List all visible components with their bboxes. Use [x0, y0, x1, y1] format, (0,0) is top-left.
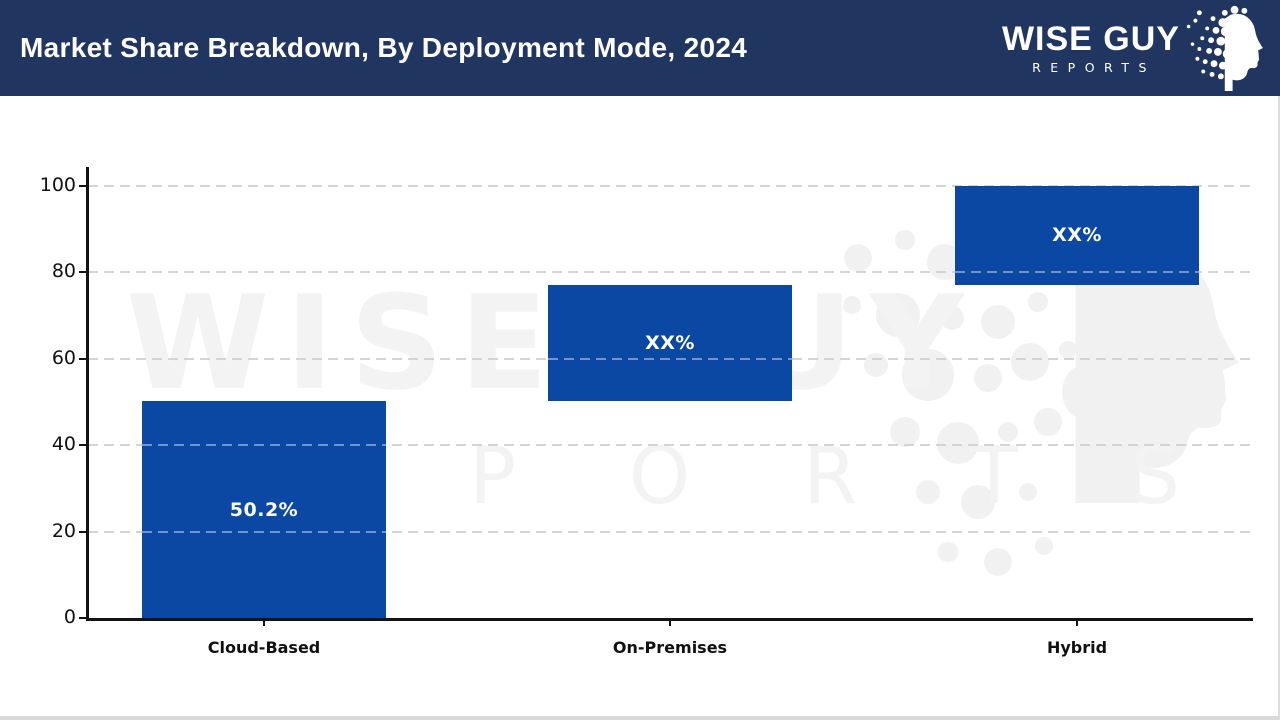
logo-subtitle-text: REPORTS	[1032, 59, 1156, 75]
y-tick-label-20: 20	[51, 519, 76, 542]
gridline-over-bar	[548, 357, 792, 360]
y-tick-60	[79, 357, 86, 360]
x-axis-line	[86, 618, 1253, 621]
gridline-20	[88, 530, 1253, 533]
right-border	[1278, 96, 1280, 720]
y-tick-20	[79, 530, 86, 533]
gridline-over-bar	[142, 530, 386, 533]
gridline-over-bar	[955, 271, 1199, 274]
header-bar: Market Share Breakdown, By Deployment Mo…	[0, 0, 1280, 96]
bar-value-label: XX%	[645, 332, 695, 355]
gridline-40	[88, 444, 1253, 447]
x-tick-on-premises	[669, 620, 671, 626]
y-tick-40	[79, 444, 86, 447]
y-tick-0	[79, 617, 86, 619]
y-tick-100	[79, 185, 86, 187]
y-tick-label-40: 40	[51, 433, 76, 456]
bar-hybrid: XX%	[955, 186, 1199, 285]
y-tick-label-0: 0	[63, 606, 76, 628]
page-title: Market Share Breakdown, By Deployment Mo…	[20, 32, 748, 63]
y-tick-label-100: 100	[39, 174, 76, 196]
y-axis-line	[86, 167, 89, 621]
x-tick-label-cloud-based: Cloud-Based	[207, 638, 321, 657]
bar-on-premises: XX%	[548, 284, 792, 402]
x-tick-label-hybrid: Hybrid	[1046, 638, 1108, 657]
y-tick-label-60: 60	[51, 346, 76, 369]
y-tick-80	[79, 271, 86, 274]
gridline-80	[88, 271, 1253, 274]
gridline-100	[88, 185, 1253, 187]
gridline-over-bar	[142, 444, 386, 447]
logo-wordmark: WISE GUY REPORTS	[1002, 22, 1180, 75]
bottom-border	[0, 716, 1280, 720]
watermark-line1: WISE GUY	[126, 267, 980, 419]
bar-value-label: XX%	[1052, 224, 1102, 247]
x-tick-label-on-premises: On-Premises	[612, 638, 728, 657]
bar-cloud-based: 50.2%	[142, 401, 386, 618]
x-tick-cloud-based	[263, 620, 265, 626]
x-tick-hybrid	[1076, 620, 1078, 626]
logo-name-text: WISE GUY	[1001, 19, 1180, 58]
logo-dotted-face-icon	[1186, 5, 1263, 92]
y-tick-label-80: 80	[51, 260, 76, 283]
bar-value-label: 50.2%	[229, 498, 299, 521]
brand-logo: WISE GUY REPORTS	[1002, 3, 1276, 93]
